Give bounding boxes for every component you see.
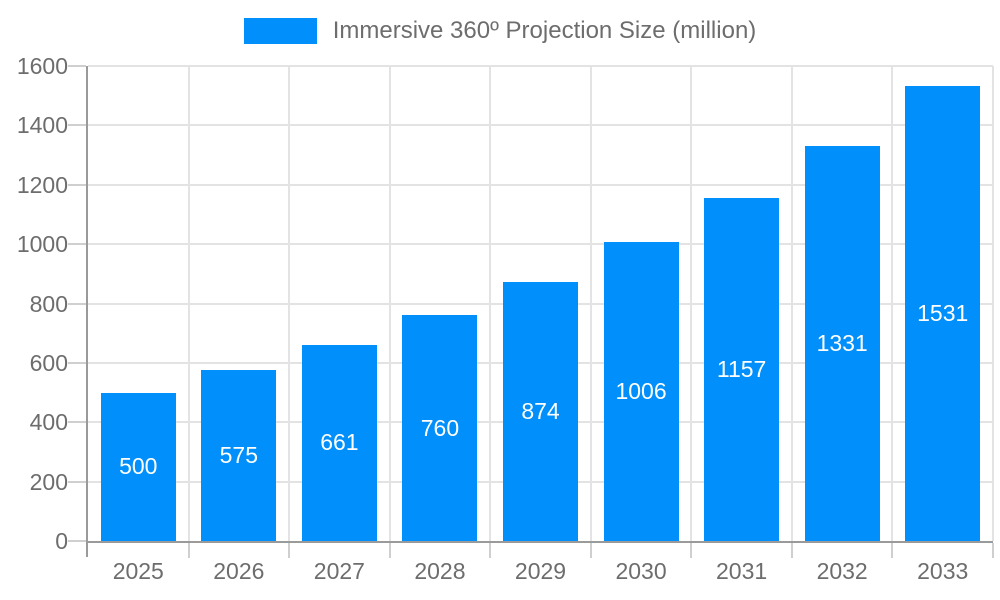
y-axis-label: 0 (55, 528, 68, 554)
x-tick-mark (891, 543, 894, 558)
y-tick-mark (68, 124, 86, 127)
y-axis-label: 1200 (16, 171, 68, 198)
bar[interactable]: 575 (201, 370, 277, 541)
v-gridline (992, 66, 994, 541)
y-tick-mark (68, 480, 86, 483)
v-gridline (388, 66, 391, 541)
y-axis-label: 200 (29, 468, 68, 495)
bar[interactable]: 661 (301, 344, 377, 541)
v-gridline (790, 66, 793, 541)
x-axis-label: 2032 (816, 558, 868, 584)
legend-item[interactable]: Immersive 360º Projection Size (million) (243, 17, 757, 45)
h-gridline (88, 124, 993, 127)
bar-value-label: 500 (119, 453, 158, 480)
x-axis-label: 2030 (615, 558, 667, 584)
x-axis-label: 2026 (213, 558, 265, 584)
y-axis-label: 400 (29, 409, 68, 436)
x-tick-mark (86, 543, 88, 557)
y-tick-mark (68, 243, 86, 246)
x-tick-mark (790, 543, 793, 558)
v-gridline (288, 66, 291, 541)
legend-label: Immersive 360º Projection Size (million) (332, 17, 757, 44)
bar-value-label: 1157 (716, 355, 767, 382)
y-tick-mark (68, 540, 86, 542)
x-axis-label: 2025 (112, 558, 164, 584)
bar-value-label: 575 (219, 442, 259, 469)
y-tick-mark (68, 421, 86, 424)
bar-value-label: 1006 (615, 378, 667, 405)
x-tick-mark (589, 543, 592, 558)
y-axis-label: 800 (29, 290, 68, 317)
x-tick-mark (992, 543, 994, 558)
bar[interactable]: 760 (402, 315, 478, 541)
bar[interactable]: 500 (100, 392, 176, 541)
bar-value-label: 661 (320, 429, 359, 456)
y-tick-mark (68, 302, 86, 305)
bar-value-label: 874 (521, 397, 560, 424)
x-axis-label: 2029 (514, 558, 567, 584)
y-axis-label: 1000 (16, 231, 68, 258)
x-tick-mark (187, 543, 190, 558)
y-tick-mark (68, 361, 86, 364)
bar-value-label: 760 (420, 414, 460, 441)
legend-swatch-icon (243, 18, 317, 44)
y-axis-label: 1600 (16, 53, 68, 79)
v-gridline (589, 66, 592, 541)
bar-value-label: 1531 (917, 300, 969, 327)
bar[interactable]: 1006 (603, 242, 679, 541)
v-gridline (489, 66, 492, 541)
h-gridline (88, 243, 993, 246)
plot-area: 0 200 400 600 800 1000 1200 1400 1600 2025 2026 202… (17, 53, 994, 584)
h-gridline (88, 183, 993, 186)
x-axis-label: 2027 (313, 558, 365, 584)
x-axis-label: 2033 (917, 558, 969, 584)
x-axis-label: 2031 (716, 558, 768, 584)
bar[interactable]: 1331 (804, 145, 880, 541)
y-axis-label: 1400 (16, 112, 68, 139)
bar[interactable]: 1531 (905, 86, 981, 541)
v-gridline (690, 66, 693, 541)
x-tick-mark (690, 543, 693, 558)
y-tick-mark (68, 183, 86, 186)
y-axis-label: 600 (29, 349, 68, 376)
y-tick-mark (68, 65, 86, 67)
legend: Immersive 360º Projection Size (million) (0, 17, 1000, 45)
v-gridline (891, 66, 894, 541)
bar[interactable]: 1157 (704, 197, 780, 541)
bar[interactable]: 874 (503, 281, 578, 541)
bar-value-label: 1331 (816, 329, 868, 356)
x-tick-mark (489, 543, 492, 558)
h-gridline (88, 65, 993, 67)
x-tick-mark (288, 543, 291, 558)
x-tick-mark (388, 543, 391, 558)
x-axis-label: 2028 (414, 558, 466, 584)
v-gridline (187, 66, 190, 541)
